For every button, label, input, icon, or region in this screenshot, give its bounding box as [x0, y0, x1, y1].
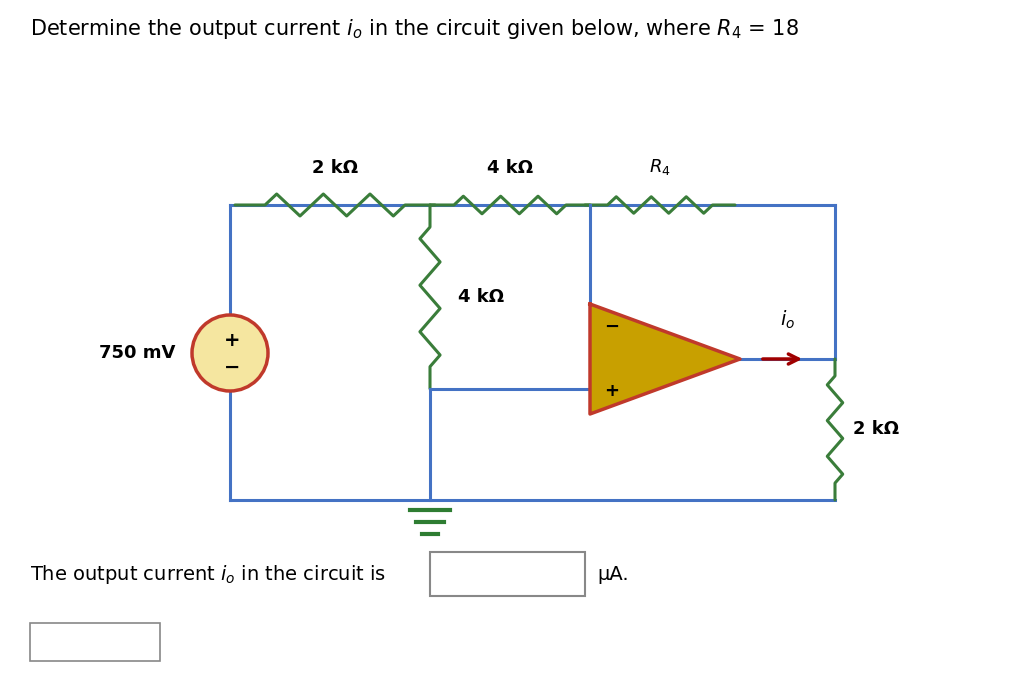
Text: +: +	[224, 331, 241, 351]
Text: 2 kΩ: 2 kΩ	[312, 159, 358, 177]
Polygon shape	[590, 304, 740, 414]
Text: +: +	[604, 382, 620, 400]
Text: 750 mV: 750 mV	[98, 344, 175, 362]
Text: $i_o$: $i_o$	[780, 309, 795, 331]
Text: 4 kΩ: 4 kΩ	[458, 288, 504, 306]
Text: −: −	[224, 358, 241, 376]
Text: 2 kΩ: 2 kΩ	[853, 420, 899, 438]
FancyBboxPatch shape	[30, 623, 160, 661]
Text: $R_4$: $R_4$	[649, 157, 671, 177]
Text: The output current $i_o$ in the circuit is: The output current $i_o$ in the circuit …	[30, 562, 386, 586]
Text: 4 kΩ: 4 kΩ	[487, 159, 534, 177]
Text: −: −	[604, 318, 620, 336]
Circle shape	[193, 315, 268, 391]
FancyBboxPatch shape	[430, 552, 585, 596]
Text: μA.: μA.	[597, 564, 629, 584]
Text: Determine the output current $i_o$ in the circuit given below, where $R_4$ = 18: Determine the output current $i_o$ in th…	[30, 17, 799, 41]
